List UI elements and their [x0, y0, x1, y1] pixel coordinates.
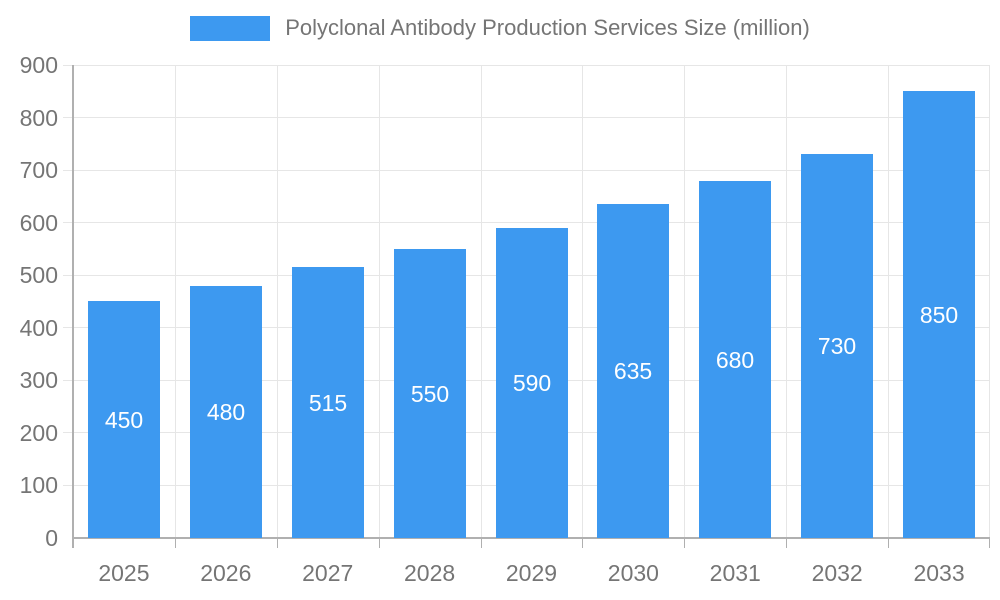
y-tick-label: 300: [19, 367, 58, 394]
x-tick-label-2028: 2028: [404, 560, 456, 586]
y-axis-line: [72, 65, 74, 548]
gridline-x-boundary: [481, 65, 482, 538]
bar-value-label: 680: [715, 346, 755, 373]
x-tick-label-2031: 2031: [709, 560, 761, 586]
bar-value-label: 730: [817, 333, 857, 359]
gridline-x-boundary: [379, 65, 380, 538]
gridline-x-boundary: [277, 65, 278, 538]
legend-swatch-icon: [190, 15, 271, 41]
gridline-x-boundary: [888, 65, 889, 538]
y-tick-label: 800: [19, 104, 58, 131]
x-tick-mark: [277, 538, 278, 548]
bar-value-label: 480: [206, 399, 246, 425]
bar-value-label: 635: [613, 358, 653, 384]
x-tick-label-2029: 2029: [505, 560, 558, 586]
y-tick-label: 400: [19, 314, 58, 341]
bar-2027[interactable]: 515: [292, 267, 364, 538]
y-tick-label: 700: [19, 157, 58, 184]
bar-2025[interactable]: 450: [88, 301, 160, 538]
x-tick-label-2033: 2033: [913, 560, 965, 586]
gridline-y-900: [63, 64, 990, 66]
x-tick-mark: [379, 538, 380, 548]
gridline-x-boundary: [684, 65, 685, 538]
x-tick-mark: [989, 538, 990, 548]
gridline-x-boundary: [989, 65, 990, 538]
legend[interactable]: Polyclonal Antibody Production Services …: [0, 15, 1000, 41]
bar-value-label: 850: [919, 301, 959, 328]
legend-label: Polyclonal Antibody Production Services …: [285, 15, 810, 40]
bar-value-label: 450: [104, 406, 144, 433]
bar-value-label: 550: [410, 380, 450, 407]
gridline-y-600: [63, 222, 990, 224]
bar-2032[interactable]: 730: [801, 154, 873, 538]
y-tick-label: 200: [19, 419, 58, 446]
x-tick-mark: [175, 538, 176, 548]
bar-2030[interactable]: 635: [597, 204, 669, 538]
gridline-x-boundary: [175, 65, 176, 538]
bar-2028[interactable]: 550: [394, 249, 466, 538]
x-tick-mark: [582, 538, 583, 548]
x-tick-label-2025: 2025: [98, 560, 150, 586]
bar-value-label: 590: [512, 370, 552, 396]
x-tick-label-2030: 2030: [607, 560, 659, 586]
x-tick-mark: [684, 538, 685, 548]
bar-2033[interactable]: 850: [903, 91, 975, 538]
x-tick-label-2032: 2032: [811, 560, 863, 586]
y-tick-label: 500: [19, 262, 58, 289]
gridline-x-boundary: [786, 65, 787, 538]
x-tick-label-2026: 2026: [200, 560, 252, 586]
x-tick-mark: [888, 538, 889, 548]
y-tick-label: 0: [45, 525, 58, 551]
bar-2029[interactable]: 590: [496, 228, 568, 538]
bar-2031[interactable]: 680: [699, 181, 771, 538]
x-tick-mark: [786, 538, 787, 548]
gridline-x-boundary: [582, 65, 583, 538]
bar-2026[interactable]: 480: [190, 286, 262, 538]
y-tick-label: 600: [19, 209, 58, 236]
x-axis-baseline: [73, 537, 990, 539]
plot-area: 450 480 515 550 590 635 680 730 850: [63, 64, 990, 548]
bar-value-label: 515: [308, 389, 348, 416]
gridline-y-700: [63, 169, 990, 171]
x-tick-mark: [481, 538, 482, 548]
y-tick-label: 900: [19, 52, 58, 78]
gridline-y-800: [63, 117, 990, 119]
x-tick-label-2027: 2027: [302, 560, 354, 586]
y-tick-label: 100: [19, 472, 58, 499]
